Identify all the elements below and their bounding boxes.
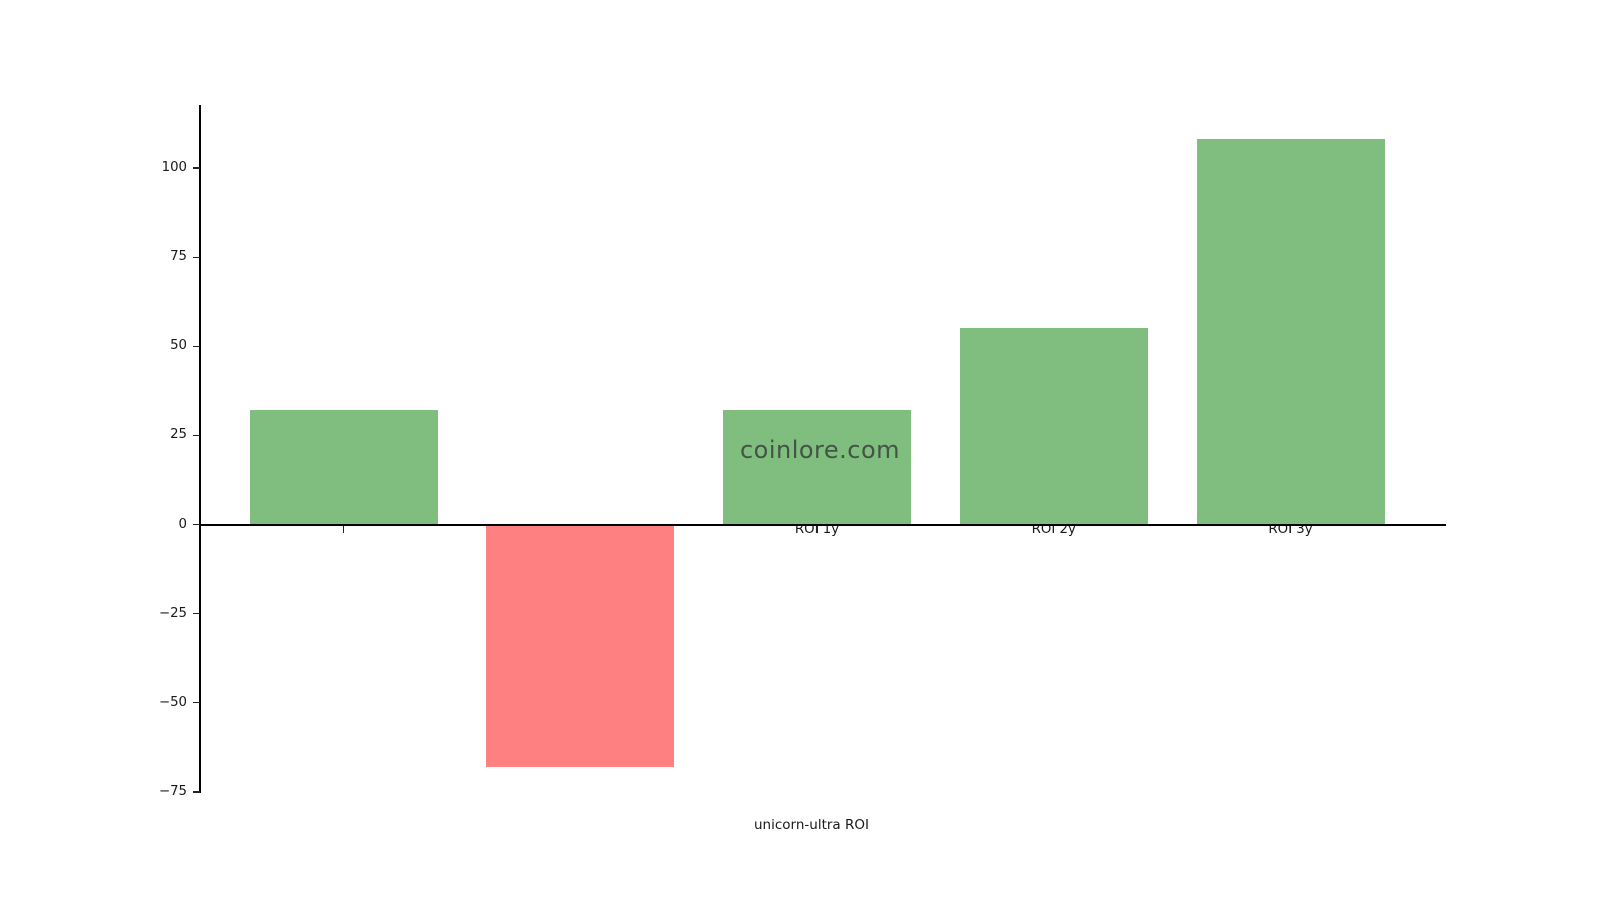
- y-tick-label: −75: [158, 783, 187, 799]
- x-tick-mark: [1289, 524, 1292, 533]
- x-axis-line: [200, 524, 1446, 526]
- y-tick-label: 0: [178, 516, 187, 532]
- y-tick-mark: [193, 167, 200, 169]
- y-tick-mark: [193, 256, 200, 258]
- watermark-text: coinlore.com: [739, 436, 901, 464]
- y-tick-mark: [193, 345, 200, 347]
- y-axis-line: [199, 105, 201, 793]
- x-tick-mark: [342, 524, 345, 533]
- bar-positive: [249, 410, 438, 525]
- y-tick-mark: [193, 523, 200, 526]
- x-tick-mark: [1053, 524, 1055, 533]
- y-tick-label: 25: [170, 427, 187, 443]
- y-tick-label: 50: [170, 338, 187, 354]
- y-tick-mark: [193, 434, 200, 437]
- y-tick-label: −50: [158, 694, 187, 710]
- bar-positive: [1196, 139, 1385, 525]
- bar-positive: [723, 410, 911, 525]
- y-tick-label: 100: [161, 160, 187, 175]
- y-tick-mark: [193, 702, 200, 704]
- y-tick-label: 75: [170, 249, 187, 265]
- y-tick-mark: [193, 613, 200, 615]
- bar-positive: [959, 328, 1148, 525]
- x-tick-mark: [816, 524, 818, 533]
- y-tick-label: −25: [158, 605, 187, 621]
- chart-title: unicorn-ultra ROI: [754, 817, 869, 833]
- bar-negative: [486, 524, 675, 767]
- y-tick-mark: [193, 791, 200, 793]
